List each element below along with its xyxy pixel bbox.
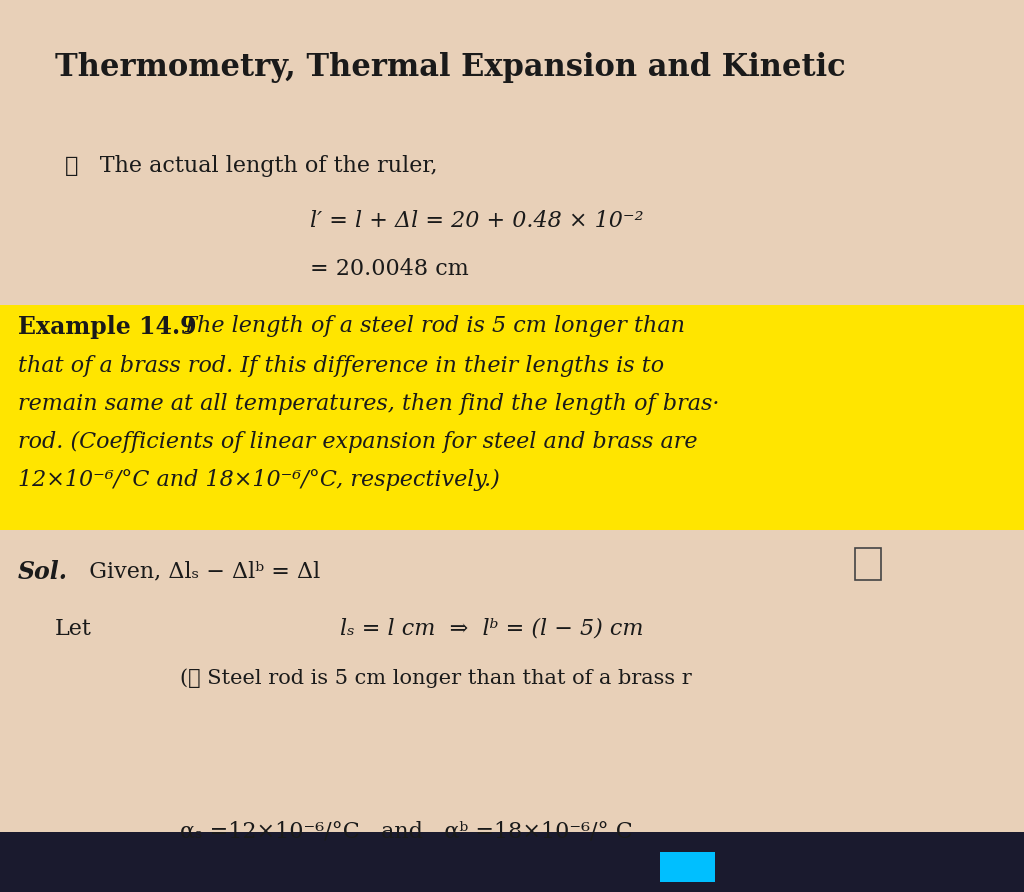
Text: Thermometry, Thermal Expansion and Kinetic: Thermometry, Thermal Expansion and Kinet…	[55, 52, 856, 83]
FancyBboxPatch shape	[0, 0, 1024, 832]
Text: αₛ =12×10⁻⁶/°C   and   αᵇ =18×10⁻⁶/° C: αₛ =12×10⁻⁶/°C and αᵇ =18×10⁻⁶/° C	[180, 820, 633, 842]
FancyBboxPatch shape	[660, 852, 715, 882]
Text: ∴   The actual length of the ruler,: ∴ The actual length of the ruler,	[65, 155, 437, 177]
Text: Sol.: Sol.	[18, 560, 68, 584]
Text: 12×10⁻⁶/°C and 18×10⁻⁶/°C, respectively.): 12×10⁻⁶/°C and 18×10⁻⁶/°C, respectively.…	[18, 469, 500, 491]
Text: rod. (Coefficients of linear expansion for steel and brass are: rod. (Coefficients of linear expansion f…	[18, 431, 697, 453]
Text: Let: Let	[55, 618, 92, 640]
Text: = 20.0048 cm: = 20.0048 cm	[310, 258, 469, 280]
Text: lₛ = l cm  ⇒  lᵇ = (l − 5) cm: lₛ = l cm ⇒ lᵇ = (l − 5) cm	[340, 618, 643, 640]
Text: The length of a steel rod is 5 cm longer than: The length of a steel rod is 5 cm longer…	[175, 315, 685, 337]
Text: Example 14.9: Example 14.9	[18, 315, 197, 339]
FancyBboxPatch shape	[0, 832, 1024, 892]
Text: Given, Δlₛ − Δlᵇ = Δl: Given, Δlₛ − Δlᵇ = Δl	[75, 560, 321, 582]
FancyBboxPatch shape	[0, 305, 1024, 530]
Text: (∵ Steel rod is 5 cm longer than that of a brass r: (∵ Steel rod is 5 cm longer than that of…	[180, 668, 692, 688]
Text: that of a brass rod. If this difference in their lengths is to: that of a brass rod. If this difference …	[18, 355, 665, 377]
Text: l′ = l + Δl = 20 + 0.48 × 10⁻²: l′ = l + Δl = 20 + 0.48 × 10⁻²	[310, 210, 643, 232]
Text: remain same at all temperatures, then find the length of bras·: remain same at all temperatures, then fi…	[18, 393, 720, 415]
